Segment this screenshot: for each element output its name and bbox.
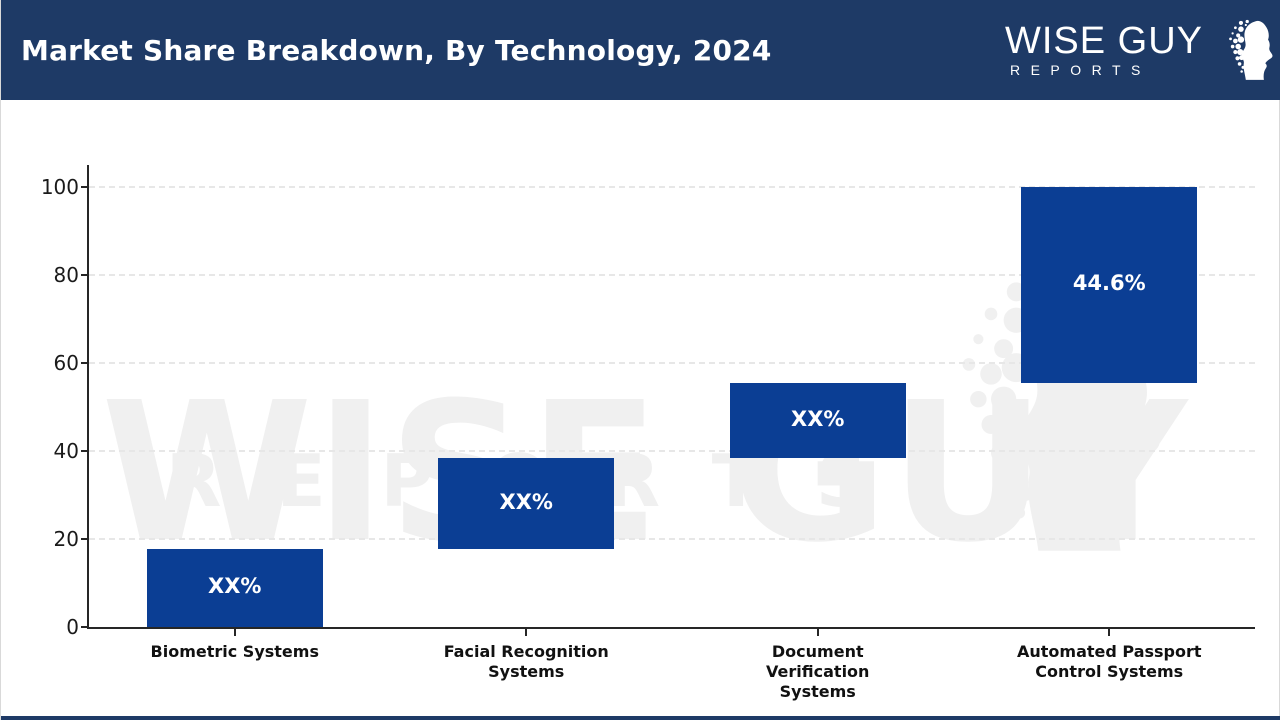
header-bar: Market Share Breakdown, By Technology, 2… — [1, 0, 1280, 100]
gridline-20 — [89, 538, 1255, 540]
category-label-line: Facial Recognition — [443, 642, 609, 661]
category-label-2: Facial Recognition Systems — [396, 642, 656, 682]
x-tick-mark-4 — [1108, 629, 1111, 636]
x-tick-mark-1 — [233, 629, 236, 636]
gridline-60 — [89, 362, 1255, 364]
gridline-100 — [89, 186, 1255, 188]
page-title: Market Share Breakdown, By Technology, 2… — [21, 33, 772, 67]
category-label-line: Verification — [766, 662, 870, 681]
brand-logo: WISE GUY REPORTS — [1005, 8, 1280, 92]
brand-subtitle: REPORTS — [1009, 62, 1151, 78]
bar-value-label-1: XX% — [208, 574, 262, 599]
bar-value-label-4: 44.6% — [1072, 271, 1146, 296]
category-label-1: Biometric Systems — [105, 642, 365, 662]
y-tick-mark-60 — [81, 362, 89, 364]
face-dots-icon — [1229, 19, 1273, 80]
category-label-line: Systems — [488, 662, 565, 681]
plot-area: 0 20 40 60 80 100 XX% Biometric Systems XX% Facia… — [1, 100, 1280, 716]
y-tick-label-20: 20 — [53, 527, 79, 551]
x-tick-mark-2 — [525, 629, 528, 636]
footer-accent-bar — [1, 716, 1280, 720]
x-axis-spine — [87, 627, 1255, 629]
bar-value-label-3: XX% — [791, 406, 845, 431]
category-label-3: Document Verification Systems — [688, 642, 948, 702]
x-tick-mark-3 — [816, 629, 819, 636]
y-tick-label-0: 0 — [66, 615, 79, 639]
y-tick-label-100: 100 — [40, 175, 79, 199]
y-axis-spine — [87, 165, 89, 629]
category-label-line: Systems — [779, 682, 856, 701]
bar-4: 44.6% — [1021, 187, 1198, 384]
category-label-4: Automated Passport Control Systems — [979, 642, 1239, 682]
gridline-40 — [89, 450, 1255, 452]
brand-name: WISE GUY — [1004, 20, 1203, 62]
y-tick-mark-100 — [81, 186, 89, 188]
y-tick-mark-20 — [81, 538, 89, 540]
y-tick-mark-0 — [81, 626, 89, 628]
gridline-80 — [89, 274, 1255, 276]
y-tick-mark-40 — [81, 450, 89, 452]
category-label-line: Automated Passport — [1016, 642, 1202, 661]
category-label-line: Biometric Systems — [150, 642, 319, 661]
category-label-line: Document — [771, 642, 864, 661]
brand-logo-text: WISE GUY REPORTS — [1005, 21, 1203, 79]
bar-2: XX% — [438, 458, 615, 550]
y-tick-label-60: 60 — [53, 351, 79, 375]
bar-value-label-2: XX% — [499, 489, 553, 514]
y-tick-mark-80 — [81, 274, 89, 276]
chart-canvas: WISE GUY REPORTS 020406080100XX%Biometri… — [1, 100, 1280, 716]
y-tick-label-80: 80 — [53, 263, 79, 287]
y-tick-label-40: 40 — [53, 439, 79, 463]
category-label-line: Control Systems — [1035, 662, 1184, 681]
bar-1: XX% — [146, 549, 323, 627]
bar-3: XX% — [729, 383, 906, 459]
